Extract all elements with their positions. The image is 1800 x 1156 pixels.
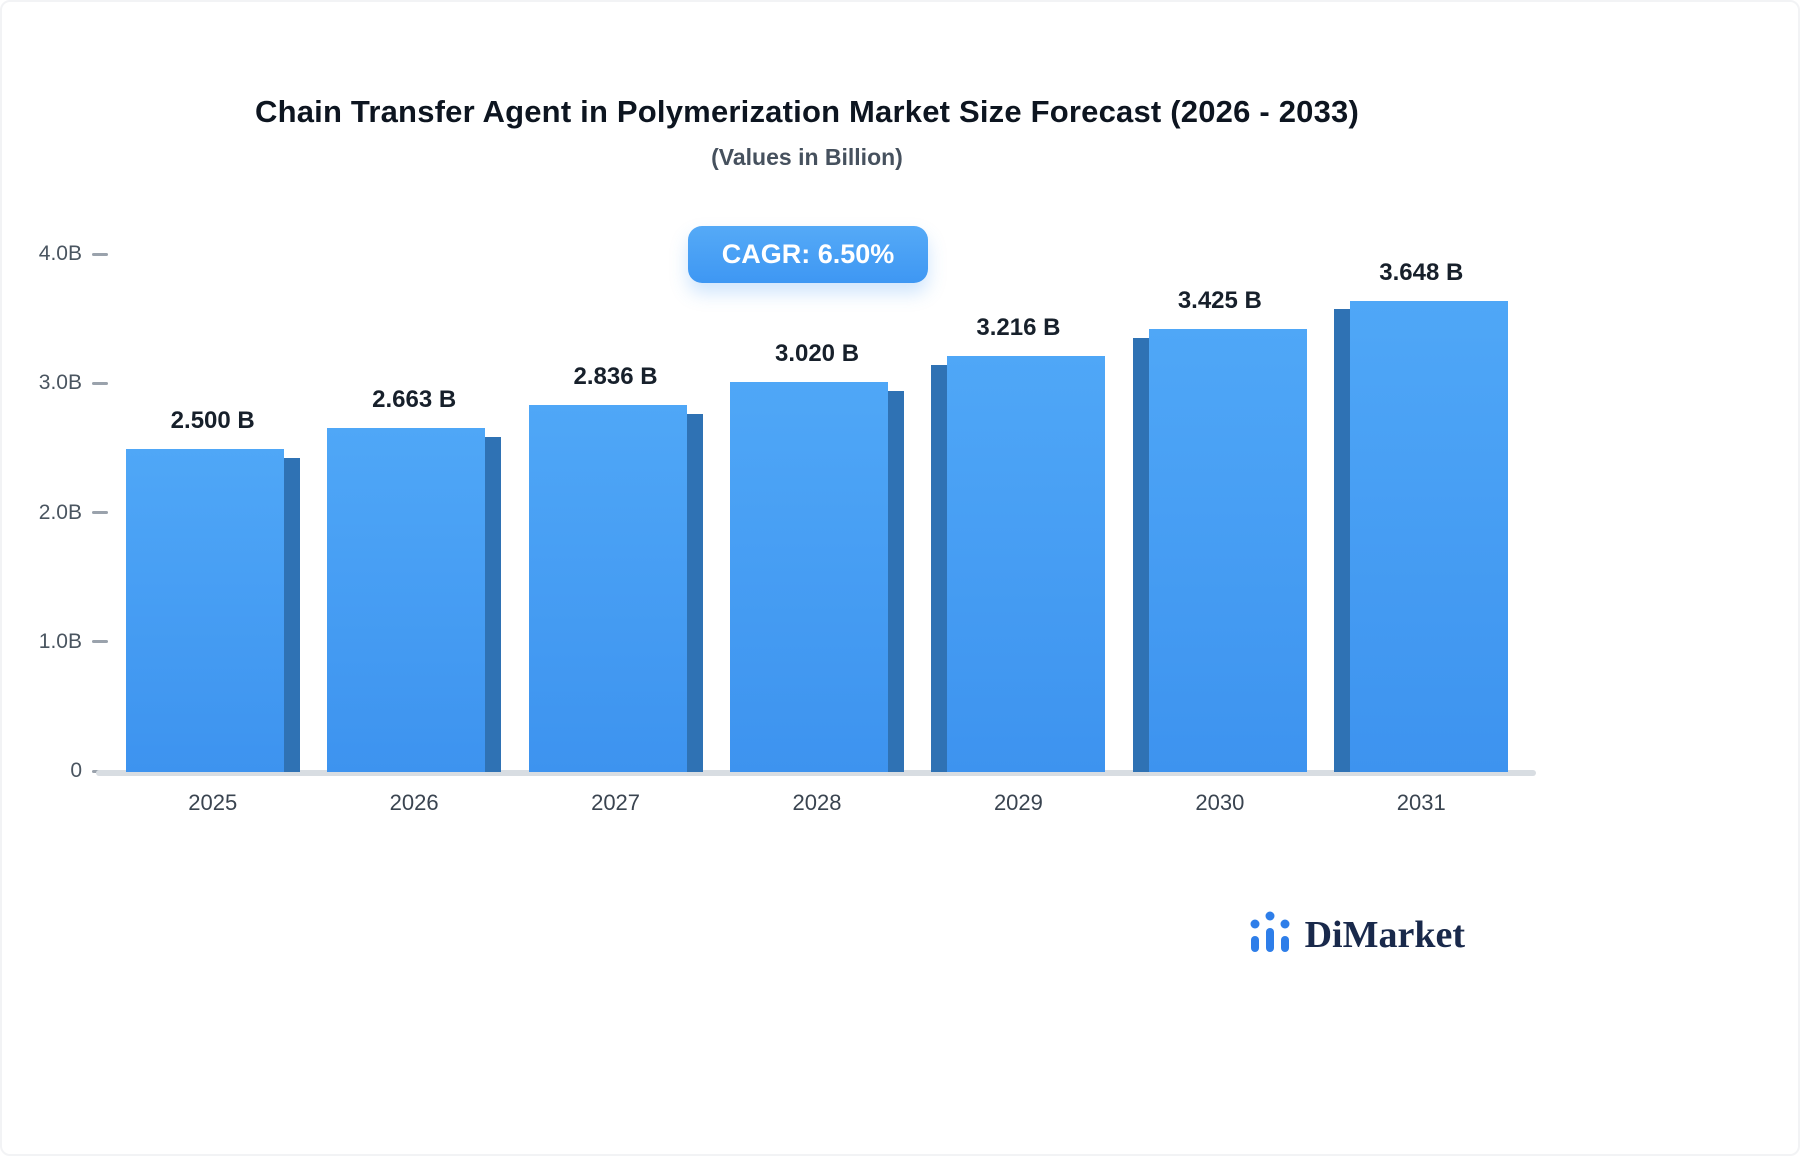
chart-header: Chain Transfer Agent in Polymerization M… (2, 94, 1612, 171)
y-tick-mark (92, 381, 108, 385)
plot-area: 2.500 B 2.663 B 2.836 B 3.020 B 3.216 B 3.425… (96, 255, 1536, 776)
bar-side-shade (931, 365, 948, 772)
bar (528, 405, 687, 772)
bar-value-label: 3.216 B (976, 314, 1061, 342)
y-tick: 2.0B (2, 501, 108, 525)
x-axis-label: 2027 (591, 790, 641, 815)
y-axis: 4.0B 3.0B 2.0B 1.0B 0 (2, 242, 108, 782)
y-tick-label: 2.0B (38, 500, 82, 524)
bar (125, 448, 284, 772)
bar-value-label: 3.425 B (1177, 287, 1262, 315)
x-axis: 2025 2026 2027 2028 2029 2030 2031 (112, 790, 1522, 820)
y-tick-label: 3.0B (38, 371, 82, 395)
y-tick: 3.0B (2, 371, 108, 395)
bar-value-label: 3.648 B (1379, 258, 1464, 286)
chart-subtitle: (Values in Billion) (711, 144, 903, 170)
bar-side-shade (485, 436, 502, 772)
x-axis-baseline (96, 770, 1536, 776)
bar (730, 381, 888, 772)
bar-side-shade (283, 457, 300, 772)
bar-value-label: 2.836 B (573, 363, 658, 391)
y-tick-label: 0 (70, 759, 82, 782)
bar-side-shade (686, 414, 703, 772)
logo-text: DiMarket (1304, 914, 1465, 956)
bar-group: 3.648 B (1334, 255, 1509, 772)
bar (1148, 329, 1307, 772)
bar-value-label: 2.663 B (372, 385, 457, 413)
bar-group: 2.663 B (327, 255, 502, 772)
bar-value-label: 3.020 B (774, 339, 860, 367)
y-tick-label: 1.0B (38, 629, 82, 653)
x-axis-label: 2029 (993, 790, 1043, 815)
bar-side-shade (1132, 338, 1149, 772)
brand-logo: DiMarket (1247, 908, 1465, 954)
y-tick: 0 (2, 759, 108, 783)
bar-chart-dots-icon (1250, 911, 1290, 952)
x-axis-label: 2025 (188, 790, 238, 815)
bar-group: 3.425 B (1132, 255, 1307, 772)
bar-group: 2.836 B (528, 255, 703, 772)
y-tick: 4.0B (2, 242, 108, 266)
y-tick-mark (92, 640, 108, 644)
x-axis-label: 2030 (1195, 790, 1245, 815)
bar (327, 427, 486, 772)
x-axis-label: 2031 (1396, 790, 1446, 815)
bar (947, 356, 1106, 772)
bar (1350, 300, 1509, 772)
y-tick: 1.0B (2, 630, 108, 654)
cagr-badge-label: CAGR: 6.50% (721, 239, 895, 269)
x-axis-label: 2026 (389, 790, 439, 815)
bar-value-label: 2.500 B (170, 406, 255, 434)
bar-side-shade (1334, 309, 1351, 772)
y-tick-label: 4.0B (38, 242, 82, 265)
bar-group: 2.500 B (125, 255, 300, 772)
y-tick-mark (92, 252, 108, 256)
x-axis-label: 2028 (792, 790, 842, 815)
bar-group: 3.020 B (730, 255, 904, 772)
chart-title: Chain Transfer Agent in Polymerization M… (255, 94, 1359, 129)
y-tick-mark (92, 511, 108, 514)
cagr-badge: CAGR: 6.50% (688, 226, 928, 283)
bar-side-shade (888, 390, 904, 772)
bar-group: 3.216 B (931, 255, 1106, 772)
